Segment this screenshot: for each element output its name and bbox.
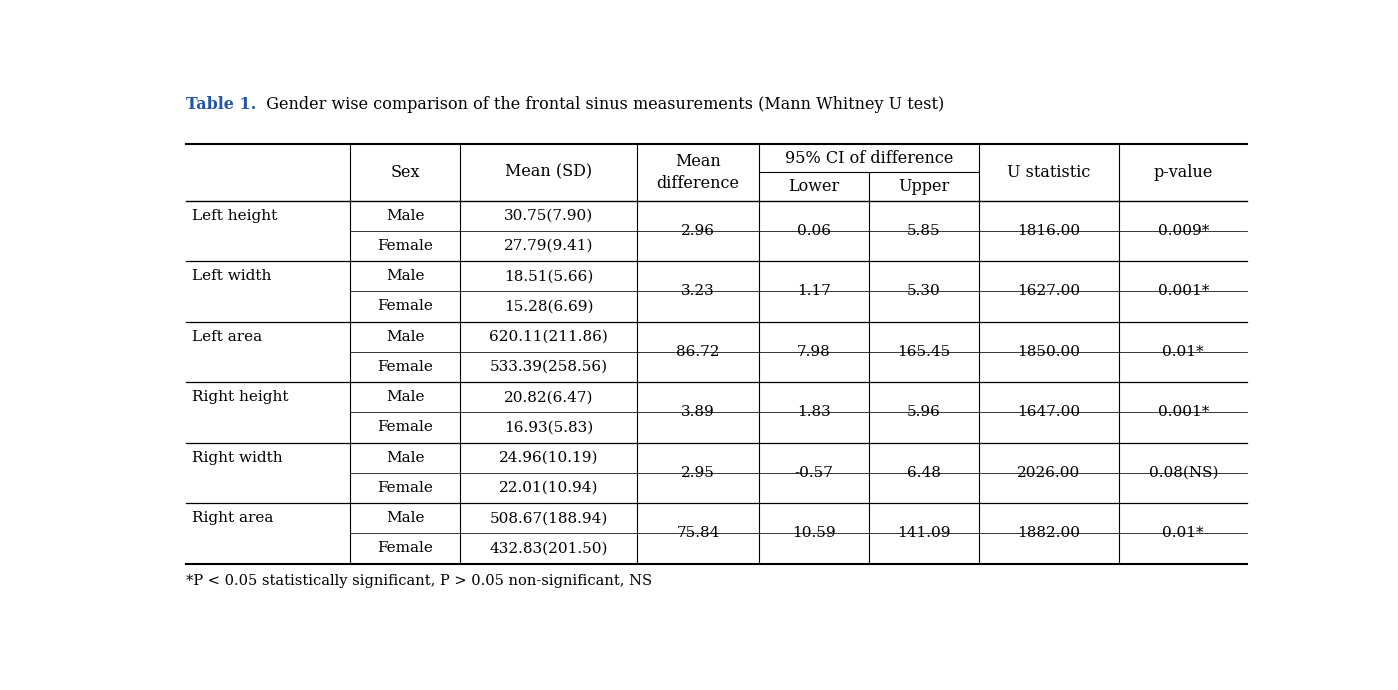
Text: 508.67(188.94): 508.67(188.94) bbox=[489, 511, 608, 525]
Text: Female: Female bbox=[377, 360, 433, 374]
Text: Female: Female bbox=[377, 542, 433, 555]
Text: 16.93(5.83): 16.93(5.83) bbox=[505, 420, 593, 435]
Text: Table 1.: Table 1. bbox=[186, 96, 256, 113]
Text: Sex: Sex bbox=[390, 164, 419, 181]
Text: 6.48: 6.48 bbox=[907, 466, 941, 480]
Text: 20.82(6.47): 20.82(6.47) bbox=[503, 391, 593, 404]
Text: 5.30: 5.30 bbox=[907, 284, 941, 298]
Text: 533.39(258.56): 533.39(258.56) bbox=[489, 360, 608, 374]
Text: 1.17: 1.17 bbox=[797, 284, 830, 298]
Text: Left width: Left width bbox=[192, 269, 271, 283]
Text: 1647.00: 1647.00 bbox=[1018, 405, 1081, 420]
Text: 2.95: 2.95 bbox=[681, 466, 716, 480]
Text: 620.11(211.86): 620.11(211.86) bbox=[489, 330, 608, 344]
Text: 2.96: 2.96 bbox=[681, 224, 716, 238]
Text: 5.85: 5.85 bbox=[907, 224, 941, 238]
Text: Left height: Left height bbox=[192, 208, 277, 223]
Text: Male: Male bbox=[386, 451, 425, 465]
Text: 15.28(6.69): 15.28(6.69) bbox=[503, 299, 593, 313]
Text: 1.83: 1.83 bbox=[797, 405, 830, 420]
Text: 0.009*: 0.009* bbox=[1158, 224, 1209, 238]
Text: 75.84: 75.84 bbox=[677, 526, 720, 540]
Text: 0.01*: 0.01* bbox=[1163, 345, 1204, 359]
Text: 2026.00: 2026.00 bbox=[1018, 466, 1081, 480]
Text: U statistic: U statistic bbox=[1008, 164, 1090, 181]
Text: 7.98: 7.98 bbox=[797, 345, 830, 359]
Text: 0.01*: 0.01* bbox=[1163, 526, 1204, 540]
Text: Mean
difference: Mean difference bbox=[657, 152, 740, 192]
Text: Right area: Right area bbox=[192, 511, 274, 525]
Text: 86.72: 86.72 bbox=[677, 345, 720, 359]
Text: 432.83(201.50): 432.83(201.50) bbox=[489, 542, 608, 555]
Text: Mean (SD): Mean (SD) bbox=[505, 164, 593, 181]
Text: 1816.00: 1816.00 bbox=[1018, 224, 1081, 238]
Text: 3.23: 3.23 bbox=[681, 284, 714, 298]
Text: 24.96(10.19): 24.96(10.19) bbox=[499, 451, 598, 465]
Text: Left area: Left area bbox=[192, 330, 263, 344]
Text: 0.06: 0.06 bbox=[797, 224, 830, 238]
Text: Female: Female bbox=[377, 420, 433, 435]
Text: Male: Male bbox=[386, 391, 425, 404]
Text: Right width: Right width bbox=[192, 451, 282, 465]
Text: Female: Female bbox=[377, 239, 433, 253]
Text: Right height: Right height bbox=[192, 391, 288, 404]
Text: 0.001*: 0.001* bbox=[1158, 284, 1209, 298]
Text: Female: Female bbox=[377, 299, 433, 313]
Text: 10.59: 10.59 bbox=[793, 526, 836, 540]
Text: Male: Male bbox=[386, 330, 425, 344]
Text: 5.96: 5.96 bbox=[907, 405, 941, 420]
Text: 1627.00: 1627.00 bbox=[1018, 284, 1081, 298]
Text: Female: Female bbox=[377, 481, 433, 495]
Text: Male: Male bbox=[386, 208, 425, 223]
Text: 27.79(9.41): 27.79(9.41) bbox=[503, 239, 593, 253]
Text: 165.45: 165.45 bbox=[898, 345, 951, 359]
Text: 30.75(7.90): 30.75(7.90) bbox=[505, 208, 593, 223]
Text: 1850.00: 1850.00 bbox=[1018, 345, 1081, 359]
Text: 18.51(5.66): 18.51(5.66) bbox=[503, 269, 593, 283]
Text: *P < 0.05 statistically significant, P > 0.05 non-significant, NS: *P < 0.05 statistically significant, P >… bbox=[186, 574, 651, 589]
Text: 141.09: 141.09 bbox=[898, 526, 951, 540]
Text: 0.001*: 0.001* bbox=[1158, 405, 1209, 420]
Text: 3.89: 3.89 bbox=[681, 405, 714, 420]
Text: 95% CI of difference: 95% CI of difference bbox=[784, 150, 953, 166]
Text: Male: Male bbox=[386, 269, 425, 283]
Text: Male: Male bbox=[386, 511, 425, 525]
Text: Lower: Lower bbox=[788, 178, 840, 195]
Text: Gender wise comparison of the frontal sinus measurements (Mann Whitney U test): Gender wise comparison of the frontal si… bbox=[256, 96, 944, 113]
Text: -0.57: -0.57 bbox=[794, 466, 833, 480]
Text: 1882.00: 1882.00 bbox=[1018, 526, 1081, 540]
Text: Upper: Upper bbox=[899, 178, 949, 195]
Text: 0.08(NS): 0.08(NS) bbox=[1149, 466, 1218, 480]
Text: 22.01(10.94): 22.01(10.94) bbox=[499, 481, 598, 495]
Text: p-value: p-value bbox=[1153, 164, 1213, 181]
